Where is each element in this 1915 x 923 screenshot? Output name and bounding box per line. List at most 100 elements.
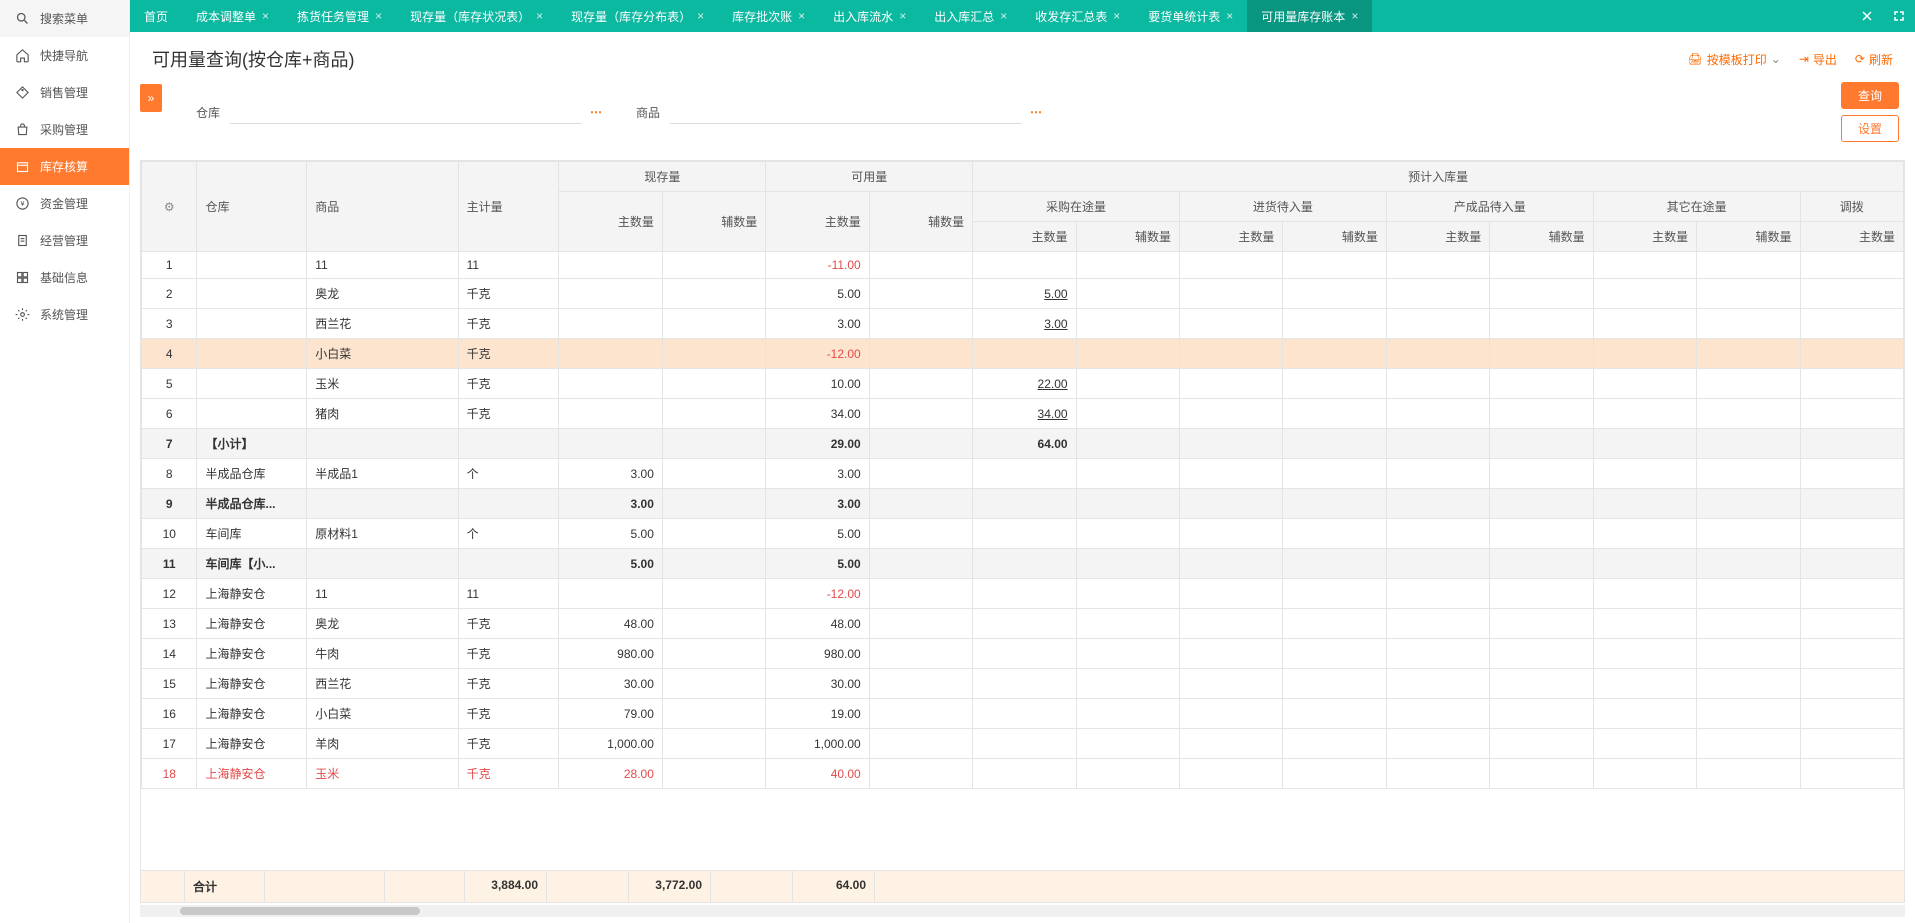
data-table: ⚙ 仓库 商品 主计量 现存量 可用量 预计入库量 主数量 辅数量 主数量: [140, 160, 1905, 871]
tab-close-icon[interactable]: ×: [1000, 9, 1007, 23]
tab[interactable]: 成本调整单 ×: [182, 0, 283, 32]
table-row[interactable]: 18上海静安仓玉米千克28.0040.00: [142, 759, 1904, 789]
table-row[interactable]: 2奥龙千克5.005.00: [142, 279, 1904, 309]
sidebar-item[interactable]: 系统管理: [0, 296, 129, 333]
table-row[interactable]: 11车间库【小...5.005.00: [142, 549, 1904, 579]
table-row[interactable]: 11111-11.00: [142, 252, 1904, 279]
sidebar-item[interactable]: 经营管理: [0, 222, 129, 259]
tab-fullscreen[interactable]: [1883, 0, 1915, 32]
warehouse-picker[interactable]: ⋯: [582, 105, 610, 119]
refresh-button[interactable]: ⟳ 刷新: [1855, 51, 1893, 68]
sidebar-item[interactable]: 采购管理: [0, 111, 129, 148]
tab[interactable]: 首页: [130, 0, 182, 32]
col-warehouse[interactable]: 仓库: [197, 162, 307, 252]
export-button[interactable]: ⇥ 导出: [1799, 51, 1837, 68]
bag-icon: [14, 122, 30, 138]
tab-close-icon[interactable]: ×: [1226, 9, 1233, 23]
tab-label: 库存批次账: [732, 8, 792, 25]
tab-close-icon[interactable]: ×: [899, 9, 906, 23]
query-button[interactable]: 查询: [1841, 82, 1899, 109]
tab-label: 收发存汇总表: [1035, 8, 1107, 25]
tab[interactable]: 拣货任务管理×: [283, 0, 396, 32]
tab[interactable]: 出入库流水 ×: [819, 0, 920, 32]
search-menu[interactable]: 搜索菜单: [0, 0, 129, 37]
sidebar-item-label: 基础信息: [40, 269, 88, 286]
tab-label: 成本调整单: [196, 8, 256, 25]
col-stock: 现存量: [559, 162, 766, 192]
tab[interactable]: 现存量（库存状况表）×: [396, 0, 557, 32]
sidebar-item[interactable]: 基础信息: [0, 259, 129, 296]
table-row[interactable]: 4小白菜千克-12.00: [142, 339, 1904, 369]
sidebar-item[interactable]: 库存核算: [0, 148, 129, 185]
sidebar-item-label: 快捷导航: [40, 47, 88, 64]
col-product[interactable]: 商品: [307, 162, 458, 252]
table-row[interactable]: 5玉米千克10.0022.00: [142, 369, 1904, 399]
table-row[interactable]: 3西兰花千克3.003.00: [142, 309, 1904, 339]
expand-filter-button[interactable]: »: [140, 84, 162, 112]
col-avail: 可用量: [766, 162, 973, 192]
table-row[interactable]: 9半成品仓库...3.003.00: [142, 489, 1904, 519]
horizontal-scrollbar[interactable]: [140, 905, 1905, 917]
total-row: 合计 3,884.00 3,772.00 64.00: [140, 871, 1905, 903]
box-icon: [14, 159, 30, 175]
tab-bar: 首页成本调整单×拣货任务管理×现存量（库存状况表）×现存量（库存分布表）×库存批…: [130, 0, 1915, 32]
sidebar-item-label: 销售管理: [40, 84, 88, 101]
tab-close-icon[interactable]: ×: [375, 9, 382, 23]
tab[interactable]: 出入库汇总×: [920, 0, 1021, 32]
col-unit[interactable]: 主计量: [458, 162, 559, 252]
tab-label: 可用量库存账本: [1261, 8, 1345, 25]
clip-icon: [14, 233, 30, 249]
sidebar: 搜索菜单 快捷导航销售管理采购管理库存核算 ¥资金管理经营管理基础信息系统管理: [0, 0, 130, 923]
tab-close-icon[interactable]: ×: [262, 9, 269, 23]
svg-text:¥: ¥: [20, 201, 24, 208]
export-icon: ⇥: [1799, 52, 1809, 66]
product-picker[interactable]: ⋯: [1022, 105, 1050, 119]
table-row[interactable]: 12上海静安仓1111-12.00: [142, 579, 1904, 609]
tab[interactable]: 库存批次账 ×: [718, 0, 819, 32]
table-row[interactable]: 16上海静安仓小白菜千克79.0019.00: [142, 699, 1904, 729]
tab-label: 现存量（库存分布表）: [571, 8, 691, 25]
sidebar-item[interactable]: 快捷导航: [0, 37, 129, 74]
money-icon: ¥: [14, 196, 30, 212]
tab-close-icon[interactable]: ×: [697, 9, 704, 23]
table-row[interactable]: 15上海静安仓西兰花千克30.0030.00: [142, 669, 1904, 699]
tab[interactable]: 要货单统计表×: [1134, 0, 1247, 32]
tab-label: 出入库流水: [833, 8, 893, 25]
settings-button[interactable]: 设置: [1841, 115, 1899, 142]
table-row[interactable]: 10车间库原材料1个5.005.00: [142, 519, 1904, 549]
column-settings-icon[interactable]: ⚙: [164, 200, 175, 214]
warehouse-input[interactable]: [230, 100, 582, 124]
tag-icon: [14, 85, 30, 101]
table-row[interactable]: 8半成品仓库半成品1个3.003.00: [142, 459, 1904, 489]
search-icon: [14, 11, 30, 27]
sidebar-item[interactable]: 销售管理: [0, 74, 129, 111]
tab[interactable]: 收发存汇总表 ×: [1021, 0, 1134, 32]
tab-close-icon[interactable]: ×: [798, 9, 805, 23]
tab-close-all[interactable]: [1851, 0, 1883, 32]
table-row[interactable]: 6猪肉千克34.0034.00: [142, 399, 1904, 429]
table-row[interactable]: 14上海静安仓牛肉千克980.00980.00: [142, 639, 1904, 669]
grid-icon: [14, 270, 30, 286]
table-row[interactable]: 17上海静安仓羊肉千克1,000.001,000.00: [142, 729, 1904, 759]
table-row[interactable]: 7【小计】29.0064.00: [142, 429, 1904, 459]
product-input[interactable]: [670, 100, 1022, 124]
print-template-button[interactable]: 🖨 按模板打印 ⌄: [1688, 51, 1781, 68]
table-row[interactable]: 13上海静安仓奥龙千克48.0048.00: [142, 609, 1904, 639]
gear-icon: [14, 307, 30, 323]
print-icon: 🖨: [1688, 52, 1703, 66]
sidebar-item-label: 采购管理: [40, 121, 88, 138]
sidebar-item-label: 经营管理: [40, 232, 88, 249]
tab[interactable]: 可用量库存账本 ×: [1247, 0, 1372, 32]
tab-close-icon[interactable]: ×: [1351, 9, 1358, 23]
sidebar-item-label: 系统管理: [40, 306, 88, 323]
sidebar-item-label: 库存核算: [40, 158, 88, 175]
col-expected: 预计入库量: [973, 162, 1904, 192]
product-label: 商品: [610, 104, 670, 121]
tab-label: 首页: [144, 8, 168, 25]
tab-close-icon[interactable]: ×: [1113, 9, 1120, 23]
search-menu-label: 搜索菜单: [40, 10, 88, 27]
refresh-icon: ⟳: [1855, 52, 1865, 66]
sidebar-item[interactable]: ¥资金管理: [0, 185, 129, 222]
tab[interactable]: 现存量（库存分布表） ×: [557, 0, 718, 32]
tab-close-icon[interactable]: ×: [536, 9, 543, 23]
